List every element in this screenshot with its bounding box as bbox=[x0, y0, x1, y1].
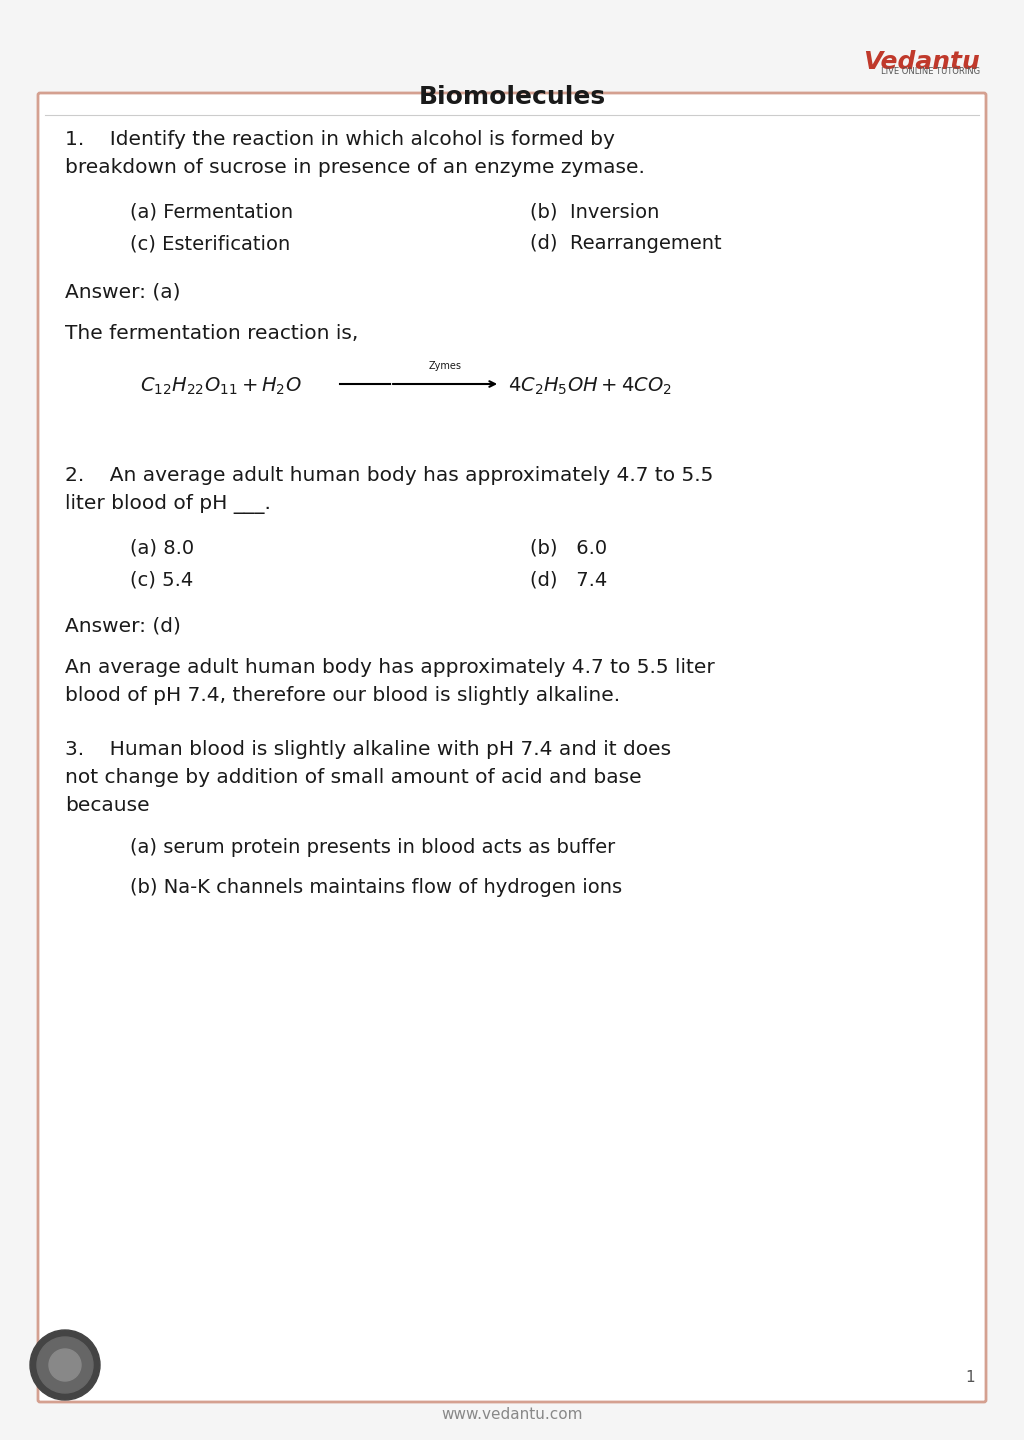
Text: (d)   7.4: (d) 7.4 bbox=[530, 570, 607, 589]
Text: 2.    An average adult human body has approximately 4.7 to 5.5: 2. An average adult human body has appro… bbox=[65, 467, 714, 485]
Text: $4C_2H_5OH + 4CO_2$: $4C_2H_5OH + 4CO_2$ bbox=[508, 376, 672, 397]
Circle shape bbox=[30, 1331, 100, 1400]
Text: 1: 1 bbox=[966, 1369, 975, 1385]
Text: (a) 8.0: (a) 8.0 bbox=[130, 539, 195, 557]
Circle shape bbox=[49, 1349, 81, 1381]
Text: www.vedantu.com: www.vedantu.com bbox=[441, 1407, 583, 1423]
Text: An average adult human body has approximately 4.7 to 5.5 liter: An average adult human body has approxim… bbox=[65, 658, 715, 677]
Text: Biomolecules: Biomolecules bbox=[419, 85, 605, 109]
Text: (c) 5.4: (c) 5.4 bbox=[130, 570, 194, 589]
Circle shape bbox=[37, 1336, 93, 1392]
Text: (b)  Inversion: (b) Inversion bbox=[530, 202, 659, 220]
Text: 3.    Human blood is slightly alkaline with pH 7.4 and it does: 3. Human blood is slightly alkaline with… bbox=[65, 740, 671, 759]
Text: LIVE ONLINE TUTORING: LIVE ONLINE TUTORING bbox=[881, 68, 980, 76]
Text: (a) serum protein presents in blood acts as buffer: (a) serum protein presents in blood acts… bbox=[130, 838, 615, 857]
Text: blood of pH 7.4, therefore our blood is slightly alkaline.: blood of pH 7.4, therefore our blood is … bbox=[65, 685, 621, 706]
Text: Answer: (a): Answer: (a) bbox=[65, 282, 180, 301]
Text: (c) Esterification: (c) Esterification bbox=[130, 235, 290, 253]
Polygon shape bbox=[420, 390, 605, 660]
Text: because: because bbox=[65, 796, 150, 815]
Text: (b)   6.0: (b) 6.0 bbox=[530, 539, 607, 557]
Text: Zymes: Zymes bbox=[428, 361, 462, 372]
Text: breakdown of sucrose in presence of an enzyme zymase.: breakdown of sucrose in presence of an e… bbox=[65, 158, 645, 177]
Text: 1.    Identify the reaction in which alcohol is formed by: 1. Identify the reaction in which alcoho… bbox=[65, 130, 614, 148]
Text: (d)  Rearrangement: (d) Rearrangement bbox=[530, 235, 722, 253]
Text: (a) Fermentation: (a) Fermentation bbox=[130, 202, 293, 220]
Text: The fermentation reaction is,: The fermentation reaction is, bbox=[65, 324, 358, 343]
Text: $C_{12}H_{22}O_{11}+ H_2O$: $C_{12}H_{22}O_{11}+ H_2O$ bbox=[140, 376, 302, 397]
Text: liter blood of pH ___.: liter blood of pH ___. bbox=[65, 494, 271, 514]
Text: (b) Na-K channels maintains flow of hydrogen ions: (b) Na-K channels maintains flow of hydr… bbox=[130, 878, 623, 897]
Text: Vedantu: Vedantu bbox=[863, 50, 980, 73]
Text: not change by addition of small amount of acid and base: not change by addition of small amount o… bbox=[65, 768, 642, 788]
Text: Answer: (d): Answer: (d) bbox=[65, 616, 181, 635]
FancyBboxPatch shape bbox=[38, 94, 986, 1403]
